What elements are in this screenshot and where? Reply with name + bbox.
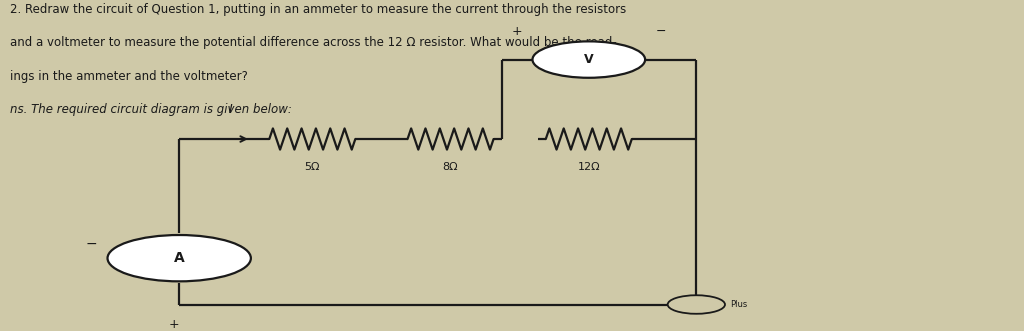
Text: ns. The required circuit diagram is given below:: ns. The required circuit diagram is give…	[10, 103, 292, 116]
Circle shape	[108, 235, 251, 281]
Circle shape	[532, 41, 645, 78]
Circle shape	[668, 295, 725, 314]
Text: +: +	[512, 25, 522, 38]
Text: Plus: Plus	[730, 300, 748, 309]
Text: V: V	[584, 53, 594, 66]
Text: +: +	[169, 318, 179, 331]
Text: I: I	[228, 103, 232, 116]
Text: 5Ω: 5Ω	[304, 162, 321, 172]
Text: ings in the ammeter and the voltmeter?: ings in the ammeter and the voltmeter?	[10, 70, 248, 82]
Text: 2. Redraw the circuit of Question 1, putting in an ammeter to measure the curren: 2. Redraw the circuit of Question 1, put…	[10, 3, 627, 16]
Text: 12Ω: 12Ω	[578, 162, 600, 172]
Text: −: −	[86, 237, 97, 251]
Text: 8Ω: 8Ω	[442, 162, 459, 172]
Text: A: A	[174, 251, 184, 265]
Text: and a voltmeter to measure the potential difference across the 12 Ω resistor. Wh: and a voltmeter to measure the potential…	[10, 36, 617, 49]
Text: −: −	[655, 25, 666, 38]
